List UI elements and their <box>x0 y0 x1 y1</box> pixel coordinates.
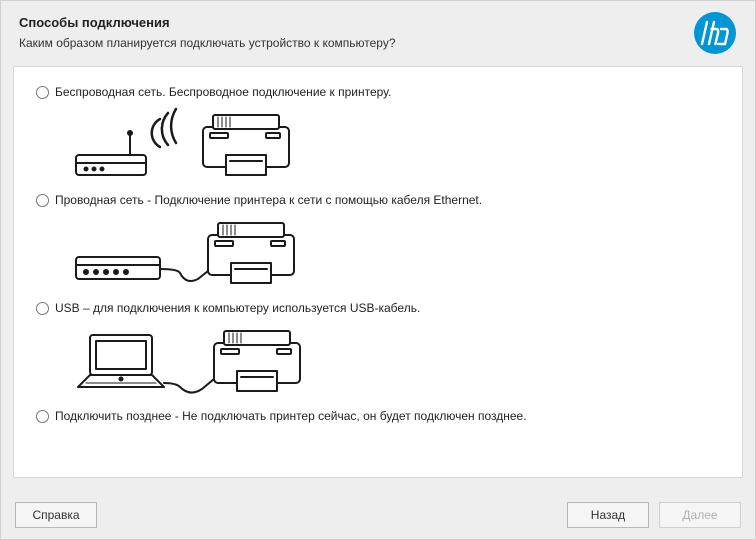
next-button: Далее <box>659 502 741 528</box>
radio-wireless[interactable] <box>36 86 49 99</box>
footer: Справка Назад Далее <box>1 491 755 539</box>
options-panel: Беспроводная сеть. Беспроводное подключе… <box>13 66 743 478</box>
installer-window: Способы подключения Каким образом планир… <box>0 0 756 540</box>
illustration-usb <box>68 321 720 399</box>
option-ethernet-label: Проводная сеть - Подключение принтера к … <box>55 193 482 207</box>
option-usb-label: USB – для подключения к компьютеру испол… <box>55 301 420 315</box>
option-later-row[interactable]: Подключить позднее - Не подключать принт… <box>36 409 720 423</box>
page-title: Способы подключения <box>19 15 737 30</box>
illustration-wireless <box>68 105 720 183</box>
hp-logo <box>693 11 737 55</box>
page-subtitle: Каким образом планируется подключать уст… <box>19 36 737 50</box>
radio-later[interactable] <box>36 410 49 423</box>
option-wireless-row[interactable]: Беспроводная сеть. Беспроводное подключе… <box>36 85 720 99</box>
header: Способы подключения Каким образом планир… <box>1 1 755 60</box>
option-usb: USB – для подключения к компьютеру испол… <box>36 301 720 399</box>
radio-usb[interactable] <box>36 302 49 315</box>
option-wireless: Беспроводная сеть. Беспроводное подключе… <box>36 85 720 183</box>
illustration-ethernet <box>68 213 720 291</box>
help-button[interactable]: Справка <box>15 502 97 528</box>
radio-ethernet[interactable] <box>36 194 49 207</box>
option-wireless-label: Беспроводная сеть. Беспроводное подключе… <box>55 85 391 99</box>
option-ethernet: Проводная сеть - Подключение принтера к … <box>36 193 720 291</box>
option-later-label: Подключить позднее - Не подключать принт… <box>55 409 527 423</box>
back-button[interactable]: Назад <box>567 502 649 528</box>
option-usb-row[interactable]: USB – для подключения к компьютеру испол… <box>36 301 720 315</box>
option-ethernet-row[interactable]: Проводная сеть - Подключение принтера к … <box>36 193 720 207</box>
option-later: Подключить позднее - Не подключать принт… <box>36 409 720 423</box>
